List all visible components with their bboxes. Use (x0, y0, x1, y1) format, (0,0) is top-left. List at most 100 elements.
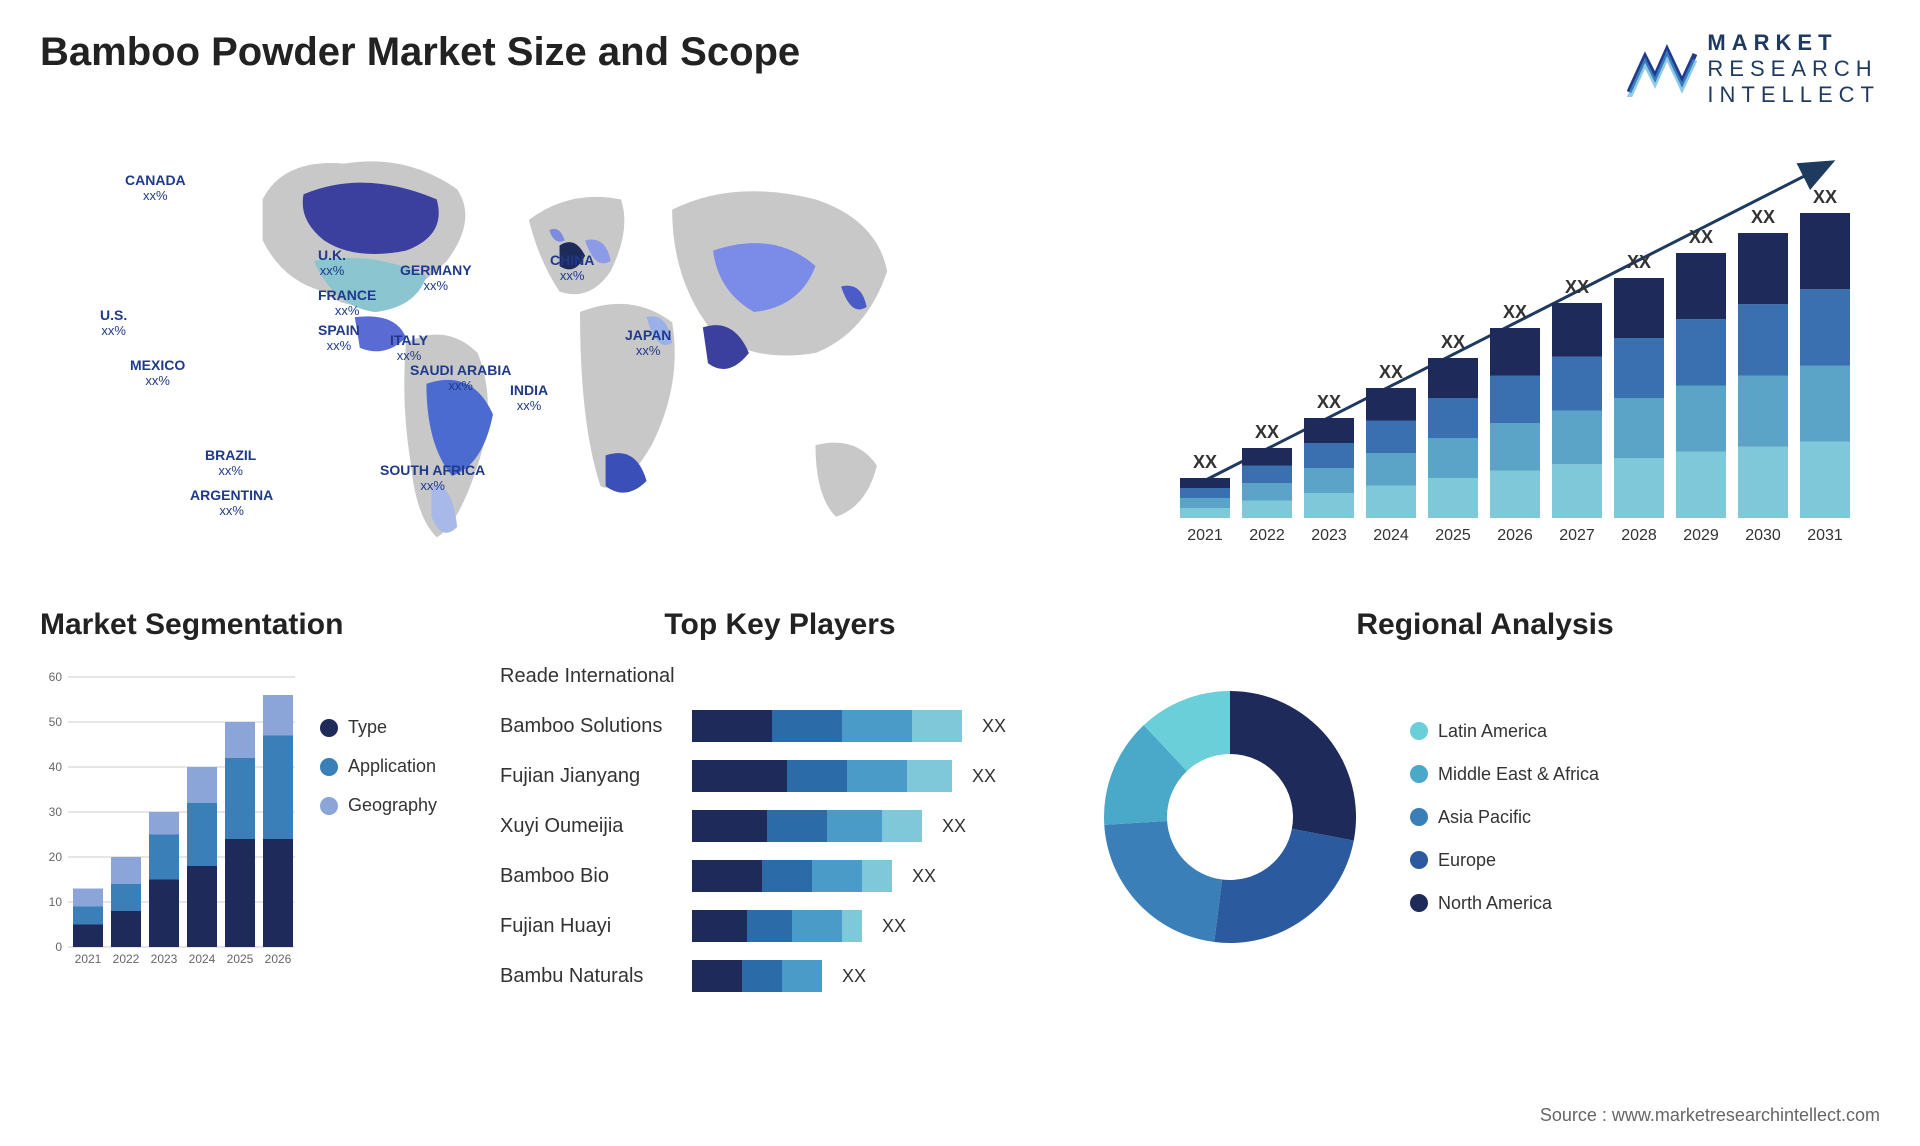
player-bar (692, 960, 822, 992)
svg-text:2024: 2024 (1373, 527, 1409, 544)
player-bar (692, 760, 952, 792)
svg-text:40: 40 (49, 760, 63, 774)
page-title: Bamboo Powder Market Size and Scope (40, 30, 800, 75)
svg-text:XX: XX (1255, 422, 1279, 442)
legend-item: Type (320, 717, 437, 738)
player-name: Bambu Naturals (500, 965, 680, 988)
map-label: JAPANxx% (625, 328, 671, 359)
svg-text:2030: 2030 (1745, 527, 1781, 544)
player-bar (692, 710, 962, 742)
legend-item: Europe (1410, 850, 1599, 871)
player-row: Reade International (500, 657, 1060, 695)
svg-text:XX: XX (1503, 302, 1527, 322)
logo-l2: RESEARCH (1707, 56, 1880, 82)
player-row: Bamboo Solutions XX (500, 707, 1060, 745)
logo-l1: MARKET (1707, 30, 1880, 56)
svg-text:XX: XX (1193, 452, 1217, 472)
segmentation-legend: TypeApplicationGeography (320, 717, 437, 977)
logo-icon (1627, 42, 1697, 97)
seg-title: Market Segmentation (40, 608, 470, 642)
player-row: Fujian Huayi XX (500, 907, 1060, 945)
svg-text:XX: XX (1441, 332, 1465, 352)
map-label: SAUDI ARABIAxx% (410, 363, 511, 394)
player-value: XX (912, 866, 936, 887)
source-text: Source : www.marketresearchintellect.com (1540, 1105, 1880, 1126)
map-label: ITALYxx% (390, 333, 428, 364)
regional-title: Regional Analysis (1090, 608, 1880, 642)
player-name: Reade International (500, 665, 680, 688)
map-label: BRAZILxx% (205, 448, 256, 479)
map-label: MEXICOxx% (130, 358, 185, 389)
player-row: Bambu Naturals XX (500, 957, 1060, 995)
svg-text:2024: 2024 (189, 952, 216, 966)
map-label: SOUTH AFRICAxx% (380, 463, 485, 494)
svg-text:60: 60 (49, 670, 63, 684)
svg-text:30: 30 (49, 805, 63, 819)
svg-text:XX: XX (1689, 227, 1713, 247)
player-name: Fujian Huayi (500, 915, 680, 938)
player-value: XX (942, 816, 966, 837)
segmentation-panel: Market Segmentation 0 10 20 30 40 50 60 2021 202… (40, 608, 470, 1038)
player-value: XX (842, 966, 866, 987)
growth-chart-svg: XX 2021 XX 2022 XX 2023 XX 2024 XX 2025 XX 2026 XX 20… (1160, 138, 1880, 558)
svg-text:2028: 2028 (1621, 527, 1657, 544)
players-list: Reade InternationalBamboo SolutionsXXFuj… (500, 657, 1060, 1007)
player-name: Bamboo Bio (500, 865, 680, 888)
map-label: SPAINxx% (318, 323, 360, 354)
logo-l3: INTELLECT (1707, 82, 1880, 108)
svg-text:10: 10 (49, 895, 63, 909)
svg-text:2021: 2021 (75, 952, 102, 966)
player-name: Xuyi Oumeijia (500, 815, 680, 838)
player-bar (692, 860, 892, 892)
svg-text:2022: 2022 (113, 952, 140, 966)
legend-item: Asia Pacific (1410, 807, 1599, 828)
map-label: U.S.xx% (100, 308, 127, 339)
svg-text:2023: 2023 (1311, 527, 1347, 544)
svg-text:2026: 2026 (265, 952, 292, 966)
player-bar (692, 910, 862, 942)
player-value: XX (882, 916, 906, 937)
svg-text:2025: 2025 (1435, 527, 1471, 544)
map-label: GERMANYxx% (400, 263, 472, 294)
svg-text:2025: 2025 (227, 952, 254, 966)
svg-text:0: 0 (55, 940, 62, 954)
legend-item: North America (1410, 893, 1599, 914)
regional-donut (1090, 677, 1370, 957)
legend-item: Latin America (1410, 721, 1599, 742)
legend-item: Geography (320, 795, 437, 816)
svg-text:XX: XX (1813, 187, 1837, 207)
map-label: INDIAxx% (510, 383, 548, 414)
svg-text:XX: XX (1379, 362, 1403, 382)
brand-logo: MARKET RESEARCH INTELLECT (1627, 30, 1880, 108)
svg-text:2031: 2031 (1807, 527, 1843, 544)
svg-text:2023: 2023 (151, 952, 178, 966)
map-label: CHINAxx% (550, 253, 594, 284)
svg-text:2027: 2027 (1559, 527, 1595, 544)
player-name: Bamboo Solutions (500, 715, 680, 738)
players-title: Top Key Players (500, 608, 1060, 642)
world-map: CANADAxx% U.S.xx%MEXICOxx% BRAZILxx% ARGENT… (40, 138, 1120, 568)
svg-text:2022: 2022 (1249, 527, 1285, 544)
player-row: Bamboo Bio XX (500, 857, 1060, 895)
map-label: U.K.xx% (318, 248, 346, 279)
player-value: XX (972, 766, 996, 787)
svg-text:XX: XX (1317, 392, 1341, 412)
map-label: CANADAxx% (125, 173, 186, 204)
svg-text:2021: 2021 (1187, 527, 1223, 544)
growth-chart: XX 2021 XX 2022 XX 2023 XX 2024 XX 2025 XX 2026 XX 20… (1160, 138, 1880, 568)
player-bar (692, 810, 922, 842)
svg-text:50: 50 (49, 715, 63, 729)
legend-item: Middle East & Africa (1410, 764, 1599, 785)
svg-text:XX: XX (1751, 207, 1775, 227)
regional-legend: Latin America Middle East & Africa Asia Pa… (1410, 721, 1599, 914)
player-value: XX (982, 716, 1006, 737)
player-row: Xuyi Oumeijia XX (500, 807, 1060, 845)
svg-text:20: 20 (49, 850, 63, 864)
player-name: Fujian Jianyang (500, 765, 680, 788)
svg-text:2029: 2029 (1683, 527, 1719, 544)
segmentation-chart: 0 10 20 30 40 50 60 2021 2022 2023 2024 2025 2026 (40, 657, 300, 977)
svg-text:2026: 2026 (1497, 527, 1533, 544)
svg-text:XX: XX (1627, 252, 1651, 272)
map-label: ARGENTINAxx% (190, 488, 273, 519)
map-label: FRANCExx% (318, 288, 376, 319)
